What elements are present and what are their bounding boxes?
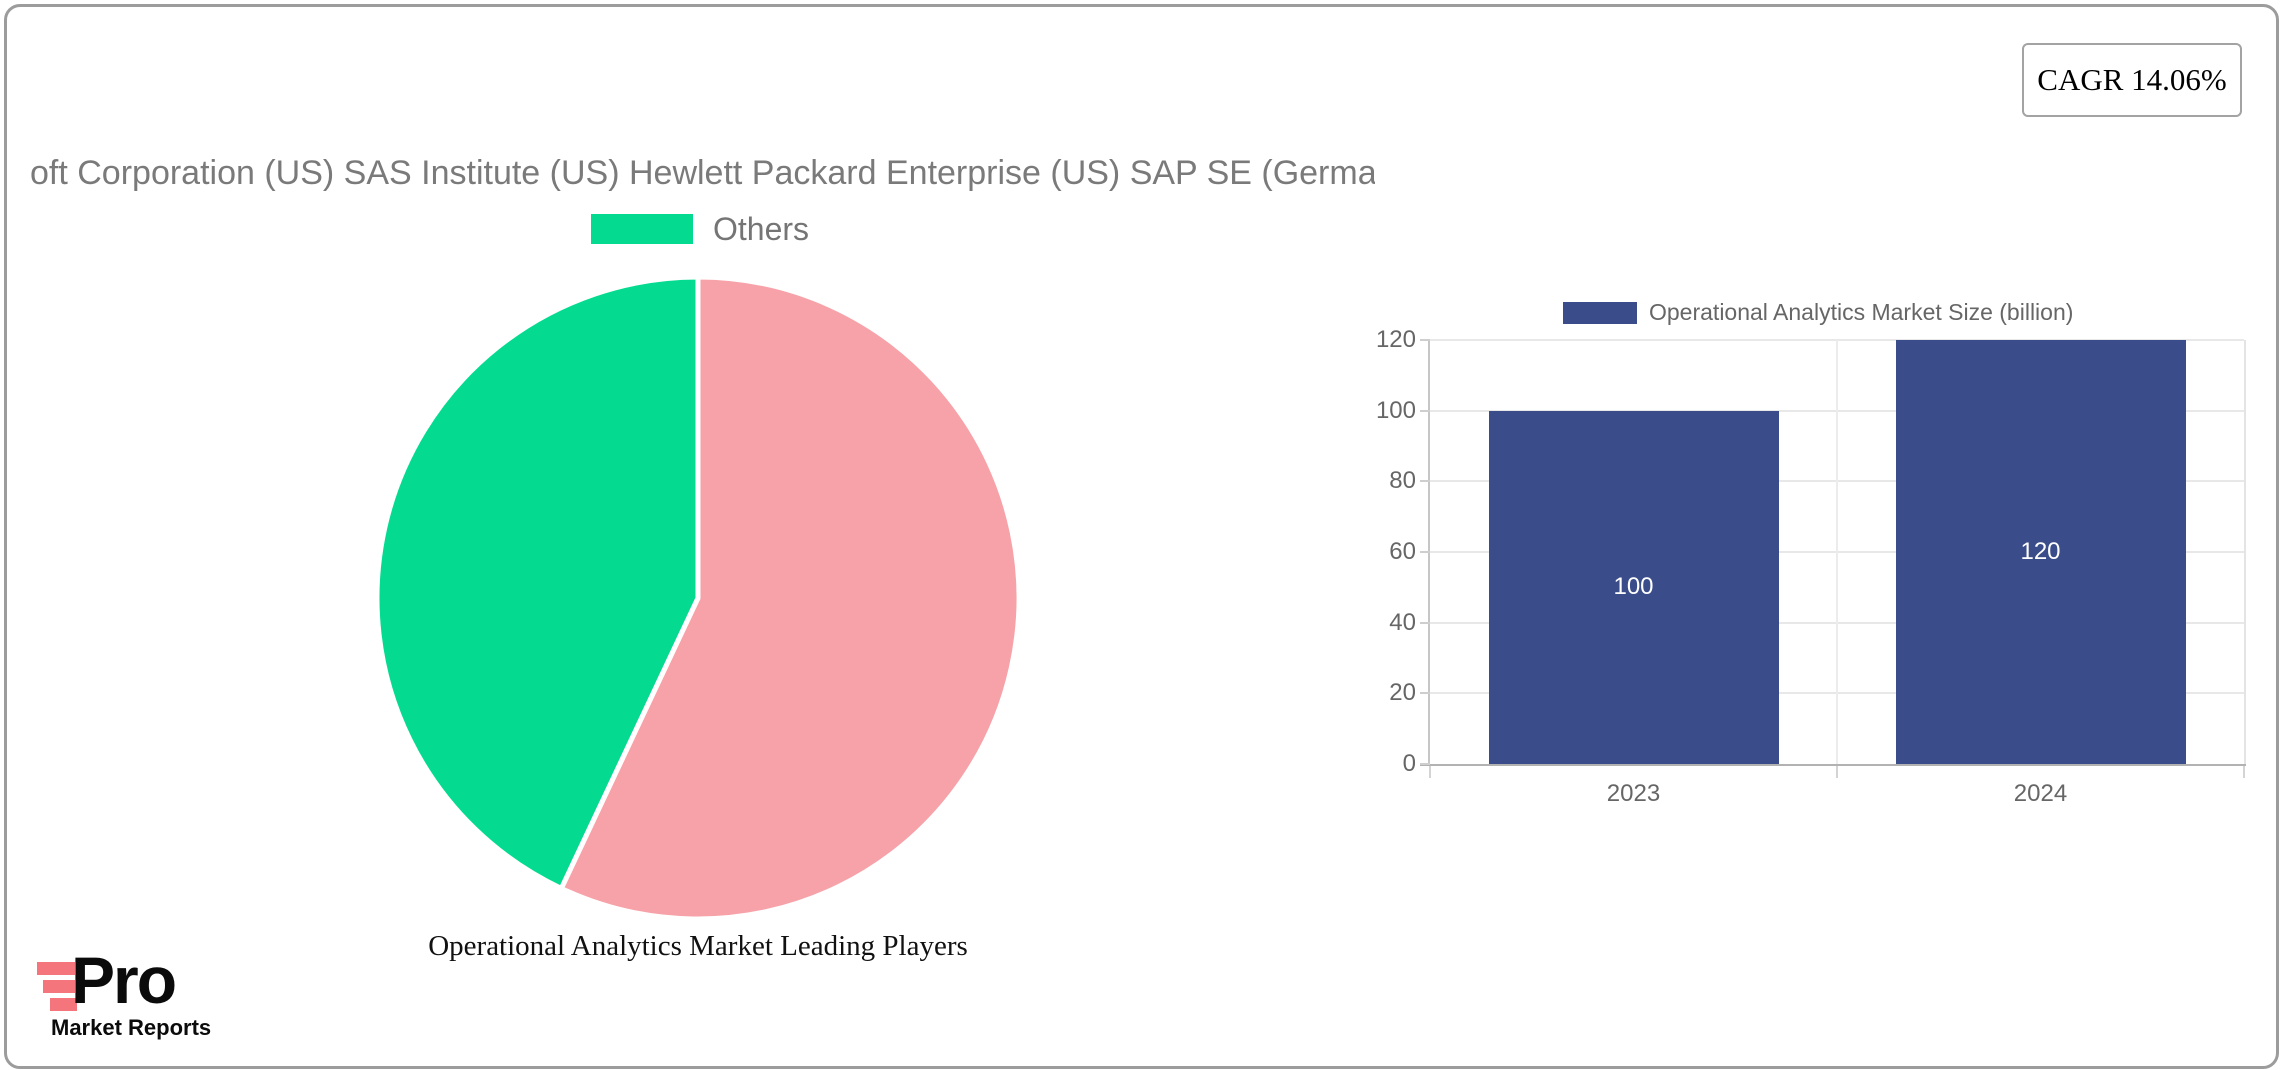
y-tick-label: 100 — [1375, 396, 1416, 424]
pie-chart — [374, 274, 1022, 922]
y-tick-label: 80 — [1389, 467, 1416, 495]
y-tick-label: 120 — [1375, 326, 1416, 353]
players-title: oft Corporation (US) SAS Institute (US) … — [30, 154, 1375, 192]
x-tick-mark — [1836, 766, 1838, 778]
pie-slice-players — [558, 274, 1022, 922]
x-tick-mark — [1429, 766, 1431, 778]
others-legend-swatch — [591, 214, 693, 244]
y-tick-mark — [1420, 763, 1430, 765]
logo-subtitle: Market Reports — [51, 1015, 212, 1040]
y-tick-label: 40 — [1389, 608, 1416, 636]
y-tick-mark — [1420, 621, 1430, 624]
category-gridline — [1836, 340, 1838, 764]
y-tick-mark — [1420, 409, 1430, 412]
pie-caption: Operational Analytics Market Leading Pla… — [428, 930, 968, 962]
pie-slice-others — [374, 274, 701, 891]
bar-legend-label: Operational Analytics Market Size (billi… — [1649, 299, 2074, 325]
pie-legend: Others — [591, 211, 809, 247]
pro-market-reports-logo: Pro Market Reports — [35, 943, 235, 1048]
bar-2023: 100 — [1488, 410, 1779, 764]
logo-stripe-icon — [37, 962, 75, 975]
x-axis-line — [1420, 764, 2246, 766]
bar-value-label: 100 — [1613, 573, 1654, 601]
logo-wordmark: Pro — [71, 943, 177, 1017]
x-category-label: 2024 — [2013, 780, 2068, 807]
x-category-label: 2023 — [1606, 780, 1661, 807]
y-tick-mark — [1420, 480, 1430, 483]
x-tick-mark — [2243, 766, 2245, 778]
y-tick-label: 0 — [1402, 750, 1416, 777]
logo-stripe-icon — [50, 998, 77, 1011]
y-tick-label: 60 — [1389, 538, 1416, 565]
y-tick-mark — [1420, 692, 1430, 695]
y-tick-mark — [1420, 551, 1430, 553]
logo-stripe-icon — [43, 980, 75, 993]
y-tick-label: 20 — [1389, 679, 1416, 707]
bar-legend: Operational Analytics Market Size (billi… — [1563, 299, 2073, 326]
cagr-badge: CAGR 14.06% — [2022, 43, 2242, 117]
bar-2024: 120 — [1895, 340, 2186, 764]
bar-plot-area: 0 20 40 60 80 100 120 100 2023 120 2024 — [1376, 328, 2246, 807]
cagr-label: CAGR 14.06% — [2037, 62, 2227, 97]
others-legend-label: Others — [713, 211, 810, 247]
y-tick-mark — [1420, 339, 1430, 341]
bar-legend-swatch — [1563, 301, 1637, 324]
bar-value-label: 120 — [2020, 538, 2061, 565]
